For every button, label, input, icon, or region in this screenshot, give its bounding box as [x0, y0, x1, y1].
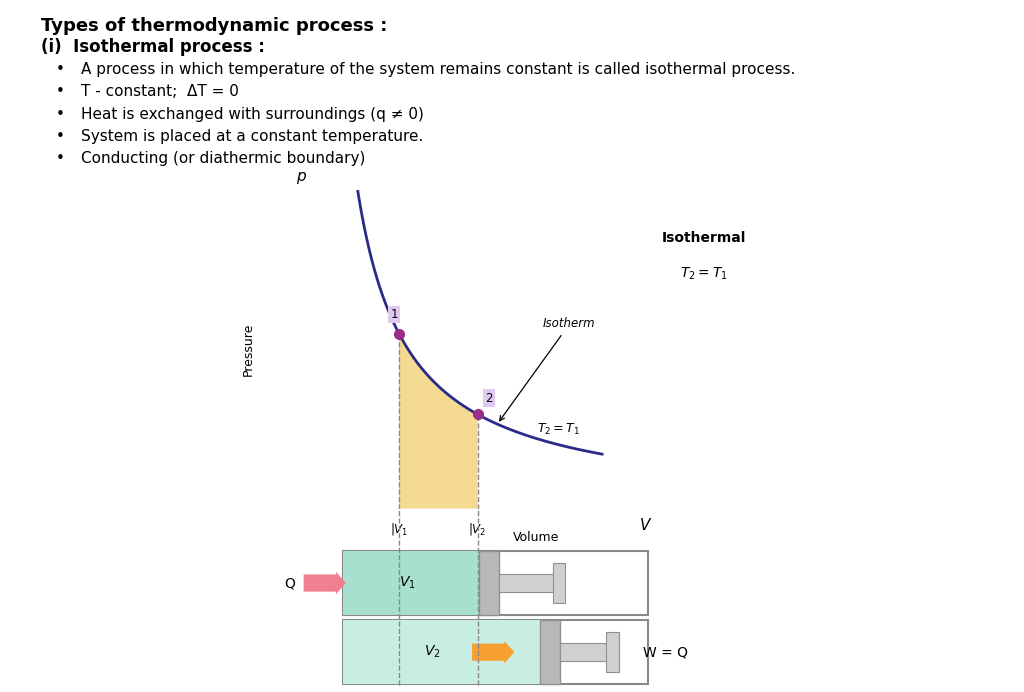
- Text: System is placed at a constant temperature.: System is placed at a constant temperatu…: [81, 129, 423, 144]
- Text: (i)  Isothermal process :: (i) Isothermal process :: [41, 38, 264, 56]
- FancyArrow shape: [472, 641, 514, 664]
- Text: $|V_1$: $|V_1$: [390, 521, 409, 538]
- Bar: [343, 621, 541, 684]
- Text: •: •: [55, 107, 65, 122]
- Text: 2: 2: [485, 392, 493, 405]
- Bar: [553, 563, 565, 603]
- Bar: [343, 551, 648, 614]
- Text: T - constant;  ΔT = 0: T - constant; ΔT = 0: [81, 84, 239, 100]
- Text: Volume: Volume: [513, 531, 560, 544]
- Text: $T_2 = T_1$: $T_2 = T_1$: [537, 421, 580, 437]
- Text: 1: 1: [390, 308, 397, 320]
- Text: •: •: [55, 129, 65, 144]
- Text: •: •: [55, 84, 65, 100]
- Bar: [606, 632, 618, 672]
- Text: $|V_2$: $|V_2$: [468, 521, 486, 538]
- Text: $V_2$: $V_2$: [424, 644, 441, 660]
- Text: Isotherm: Isotherm: [500, 318, 596, 421]
- Bar: [499, 574, 556, 592]
- Text: Types of thermodynamic process :: Types of thermodynamic process :: [41, 17, 387, 35]
- Polygon shape: [399, 334, 477, 509]
- Bar: [560, 643, 610, 662]
- Text: $T_2 = T_1$: $T_2 = T_1$: [680, 266, 728, 282]
- Text: Q: Q: [284, 576, 295, 590]
- Text: Heat is exchanged with surroundings (q ≠ 0): Heat is exchanged with surroundings (q ≠…: [81, 107, 424, 122]
- Text: $V_1$: $V_1$: [399, 575, 416, 591]
- Text: p: p: [296, 169, 305, 184]
- Text: Pressure: Pressure: [242, 322, 255, 376]
- Text: Conducting (or diathermic boundary): Conducting (or diathermic boundary): [81, 151, 366, 166]
- Bar: [479, 551, 499, 614]
- Text: A process in which temperature of the system remains constant is called isotherm: A process in which temperature of the sy…: [81, 62, 795, 78]
- Text: W = Q: W = Q: [643, 645, 688, 659]
- Text: •: •: [55, 151, 65, 166]
- FancyArrow shape: [303, 572, 346, 594]
- Bar: [343, 551, 479, 614]
- Text: Isothermal: Isothermal: [662, 231, 746, 246]
- Text: •: •: [55, 62, 65, 78]
- Bar: [343, 621, 648, 684]
- Bar: [541, 621, 560, 684]
- Text: V: V: [640, 518, 650, 533]
